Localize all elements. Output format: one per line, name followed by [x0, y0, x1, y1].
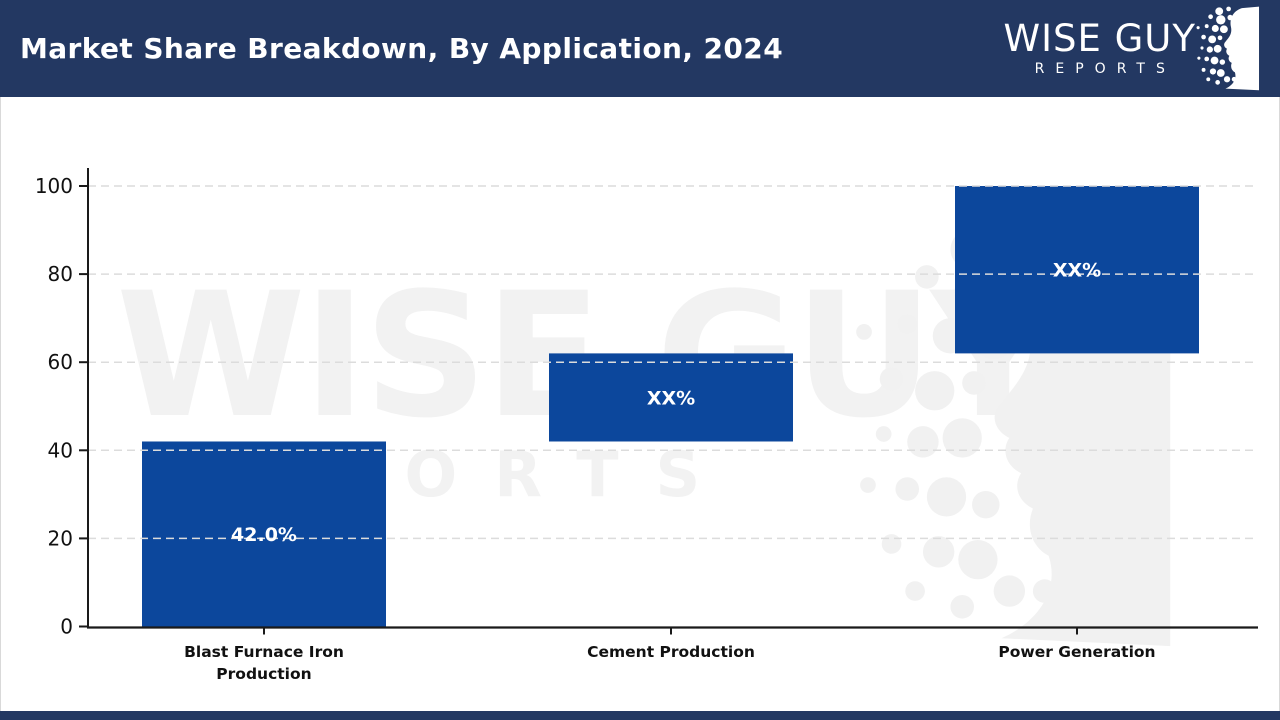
bar-segment-1	[549, 353, 793, 442]
bar-value-label-2: XX%	[1053, 260, 1101, 282]
bar-value-label-1: XX%	[647, 387, 695, 409]
x-category-label-2: Power Generation	[998, 643, 1155, 661]
y-tick-label-100: 100	[35, 174, 73, 198]
dotted-face-icon	[1180, 5, 1260, 91]
chart-title: Market Share Breakdown, By Application, …	[20, 32, 784, 65]
logo-wordmark: WISE GUY REPORTS	[1004, 20, 1196, 77]
header-bar: Market Share Breakdown, By Application, …	[0, 0, 1280, 97]
footer-bar	[0, 711, 1280, 720]
bar-value-label-0: 42.0%	[231, 524, 297, 546]
x-category-label-0: Production	[216, 665, 311, 683]
logo-text-reports: REPORTS	[1034, 61, 1176, 77]
logo-text-wiseguy: WISE GUY	[1003, 17, 1196, 60]
wiseguy-logo: WISE GUY REPORTS	[1004, 7, 1260, 91]
y-tick-label-20: 20	[48, 526, 73, 550]
x-category-label-1: Cement Production	[587, 643, 755, 661]
y-tick-label-80: 80	[48, 262, 73, 286]
bar-segment-0	[142, 441, 386, 627]
x-category-label-0: Blast Furnace Iron	[184, 643, 344, 661]
y-tick-label-0: 0	[60, 615, 73, 639]
y-tick-label-60: 60	[48, 350, 73, 374]
y-tick-label-40: 40	[48, 438, 73, 462]
